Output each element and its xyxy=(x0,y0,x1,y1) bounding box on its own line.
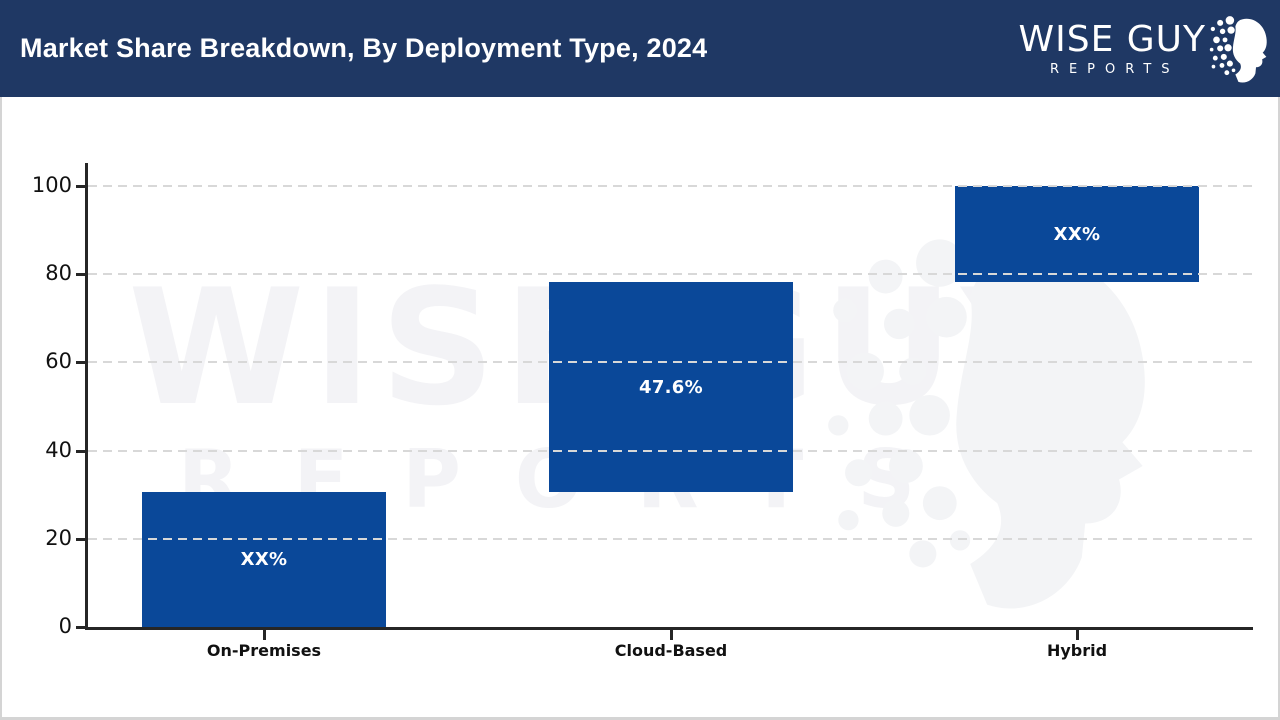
y-tick-label-0: 0 xyxy=(58,614,72,638)
gridline-y20 xyxy=(88,537,1253,540)
x-category-label: Cloud-Based xyxy=(614,641,728,660)
bar-on-premises: XX% xyxy=(142,492,386,627)
x-axis-line xyxy=(85,627,1253,630)
x-category-label: Hybrid xyxy=(1046,641,1108,660)
gridline-y60 xyxy=(88,361,1253,364)
bar-cloud-based: 47.6% xyxy=(549,282,793,493)
y-tick-20 xyxy=(76,537,86,541)
y-tick-label-60: 60 xyxy=(45,349,72,374)
brand-name: WISE GUY xyxy=(1018,19,1206,60)
y-tick-label-100: 100 xyxy=(31,173,72,197)
bar-hybrid: XX% xyxy=(955,186,1199,283)
gridline-y80 xyxy=(88,273,1253,276)
brand-logo-text: WISE GUY REPORTS xyxy=(1018,19,1207,77)
x-category-label: On-Premises xyxy=(206,641,322,660)
page-title: Market Share Breakdown, By Deployment Ty… xyxy=(20,33,708,63)
gridline-y100 xyxy=(88,185,1253,187)
bar-value-label: XX% xyxy=(1053,223,1101,245)
header-bar: Market Share Breakdown, By Deployment Ty… xyxy=(0,0,1280,97)
y-tick-label-80: 80 xyxy=(45,261,72,286)
y-tick-0 xyxy=(76,626,86,629)
y-tick-60 xyxy=(76,361,86,365)
y-tick-100 xyxy=(76,185,86,188)
brand-face-icon xyxy=(1209,16,1267,83)
y-tick-label-40: 40 xyxy=(45,437,72,462)
gridline-y40 xyxy=(88,449,1253,452)
brand-subtitle: REPORTS xyxy=(1049,62,1180,77)
bar-value-label: 47.6% xyxy=(639,376,703,398)
brand-logo: WISE GUY REPORTS xyxy=(1019,8,1271,90)
y-axis-line xyxy=(85,163,88,630)
y-tick-80 xyxy=(76,273,86,277)
x-tick-cloud-based xyxy=(670,630,673,640)
x-tick-on-premises xyxy=(263,630,266,640)
y-tick-40 xyxy=(76,449,86,453)
y-tick-label-20: 20 xyxy=(45,525,72,550)
bar-value-label: XX% xyxy=(240,549,288,571)
x-tick-hybrid xyxy=(1076,630,1079,640)
